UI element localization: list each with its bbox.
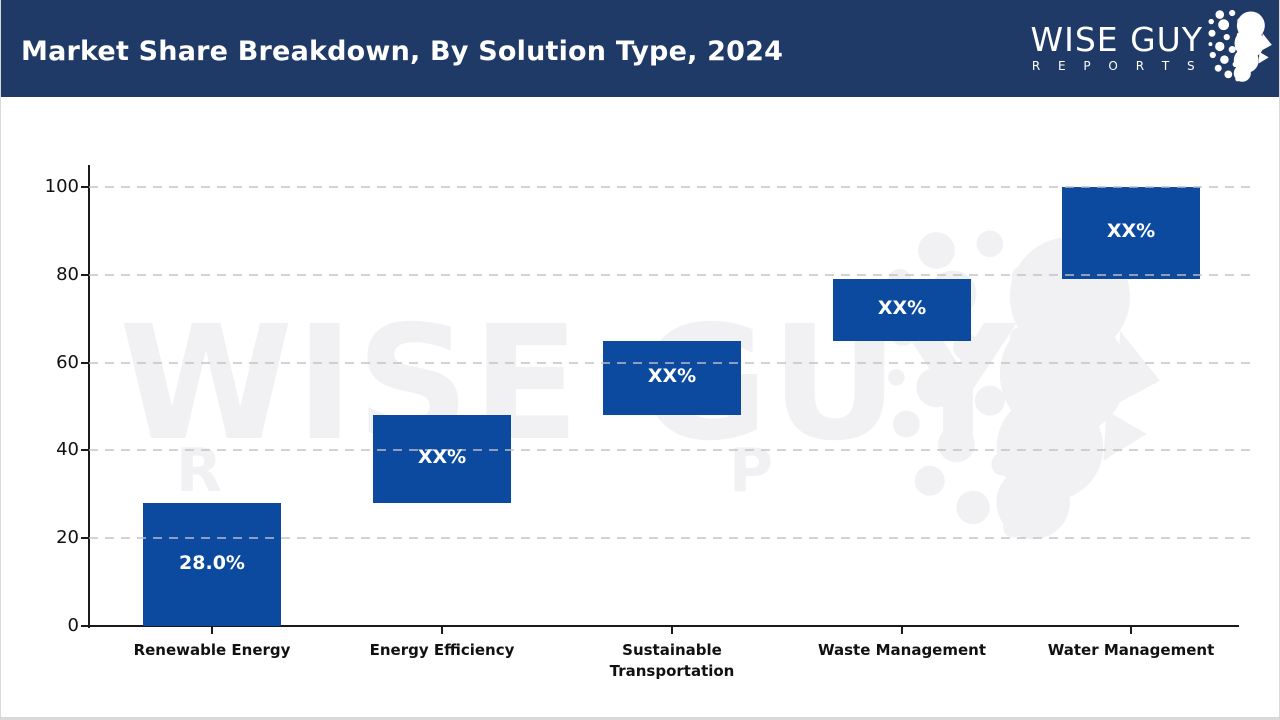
gridline: [89, 273, 1253, 276]
x-axis-category-label: Renewable Energy: [133, 641, 291, 659]
brand-name: WISE GUY: [1030, 20, 1203, 60]
page-title: Market Share Breakdown, By Solution Type…: [21, 36, 784, 67]
y-axis-line: [88, 165, 90, 628]
bar-segment: [603, 340, 741, 416]
x-axis-tick: [671, 627, 673, 634]
brand-face-icon: [1208, 9, 1272, 82]
bar-value-label: XX%: [647, 364, 697, 387]
x-axis-tick: [1130, 627, 1132, 634]
y-axis-tick-label: 40: [56, 439, 79, 461]
bar-value-label: 28.0%: [179, 551, 245, 574]
gridline: [89, 537, 1253, 540]
bar-value-label: XX%: [417, 446, 467, 469]
bar-value-label: XX%: [877, 296, 927, 319]
y-axis-tick-label: 0: [67, 615, 79, 636]
bar-value-label: XX%: [1106, 220, 1156, 243]
y-axis-tick: [81, 625, 89, 627]
x-axis-tick: [901, 627, 903, 634]
bar-segment: [143, 503, 281, 626]
brand-logo-text: WISE GUY R E P O R T S: [1030, 23, 1203, 73]
y-axis-tick-label: 20: [56, 527, 79, 549]
bar-segment: [1062, 187, 1200, 280]
y-axis-tick-label: 100: [44, 176, 79, 197]
bar-segment: [373, 415, 511, 504]
x-axis-category-label: Water Management: [1047, 641, 1215, 659]
y-axis-tick-label: 80: [56, 263, 79, 285]
y-axis-tick: [81, 361, 89, 364]
x-axis-line: [88, 625, 1239, 627]
header-bar: Market Share Breakdown, By Solution Type…: [1, 0, 1279, 97]
x-axis-category-label: Waste Management: [817, 641, 987, 659]
bar-segment: [833, 279, 971, 341]
gridline: [89, 361, 1253, 364]
y-axis-tick: [81, 449, 89, 452]
y-axis-tick: [81, 537, 89, 540]
brand-logo: WISE GUY R E P O R T S: [1030, 8, 1273, 88]
y-axis-tick: [81, 273, 89, 276]
x-axis-category-label: Sustainable Transportation: [609, 641, 735, 680]
x-axis-tick: [441, 627, 443, 634]
x-axis-category-label: Energy Efficiency: [369, 641, 515, 659]
gridline: [89, 186, 1253, 188]
x-axis-tick: [211, 627, 213, 634]
y-axis-tick-label: 60: [56, 351, 79, 373]
gridline: [89, 449, 1253, 452]
y-axis-tick: [81, 186, 89, 188]
brand-subtitle: R E P O R T S: [1031, 58, 1202, 73]
